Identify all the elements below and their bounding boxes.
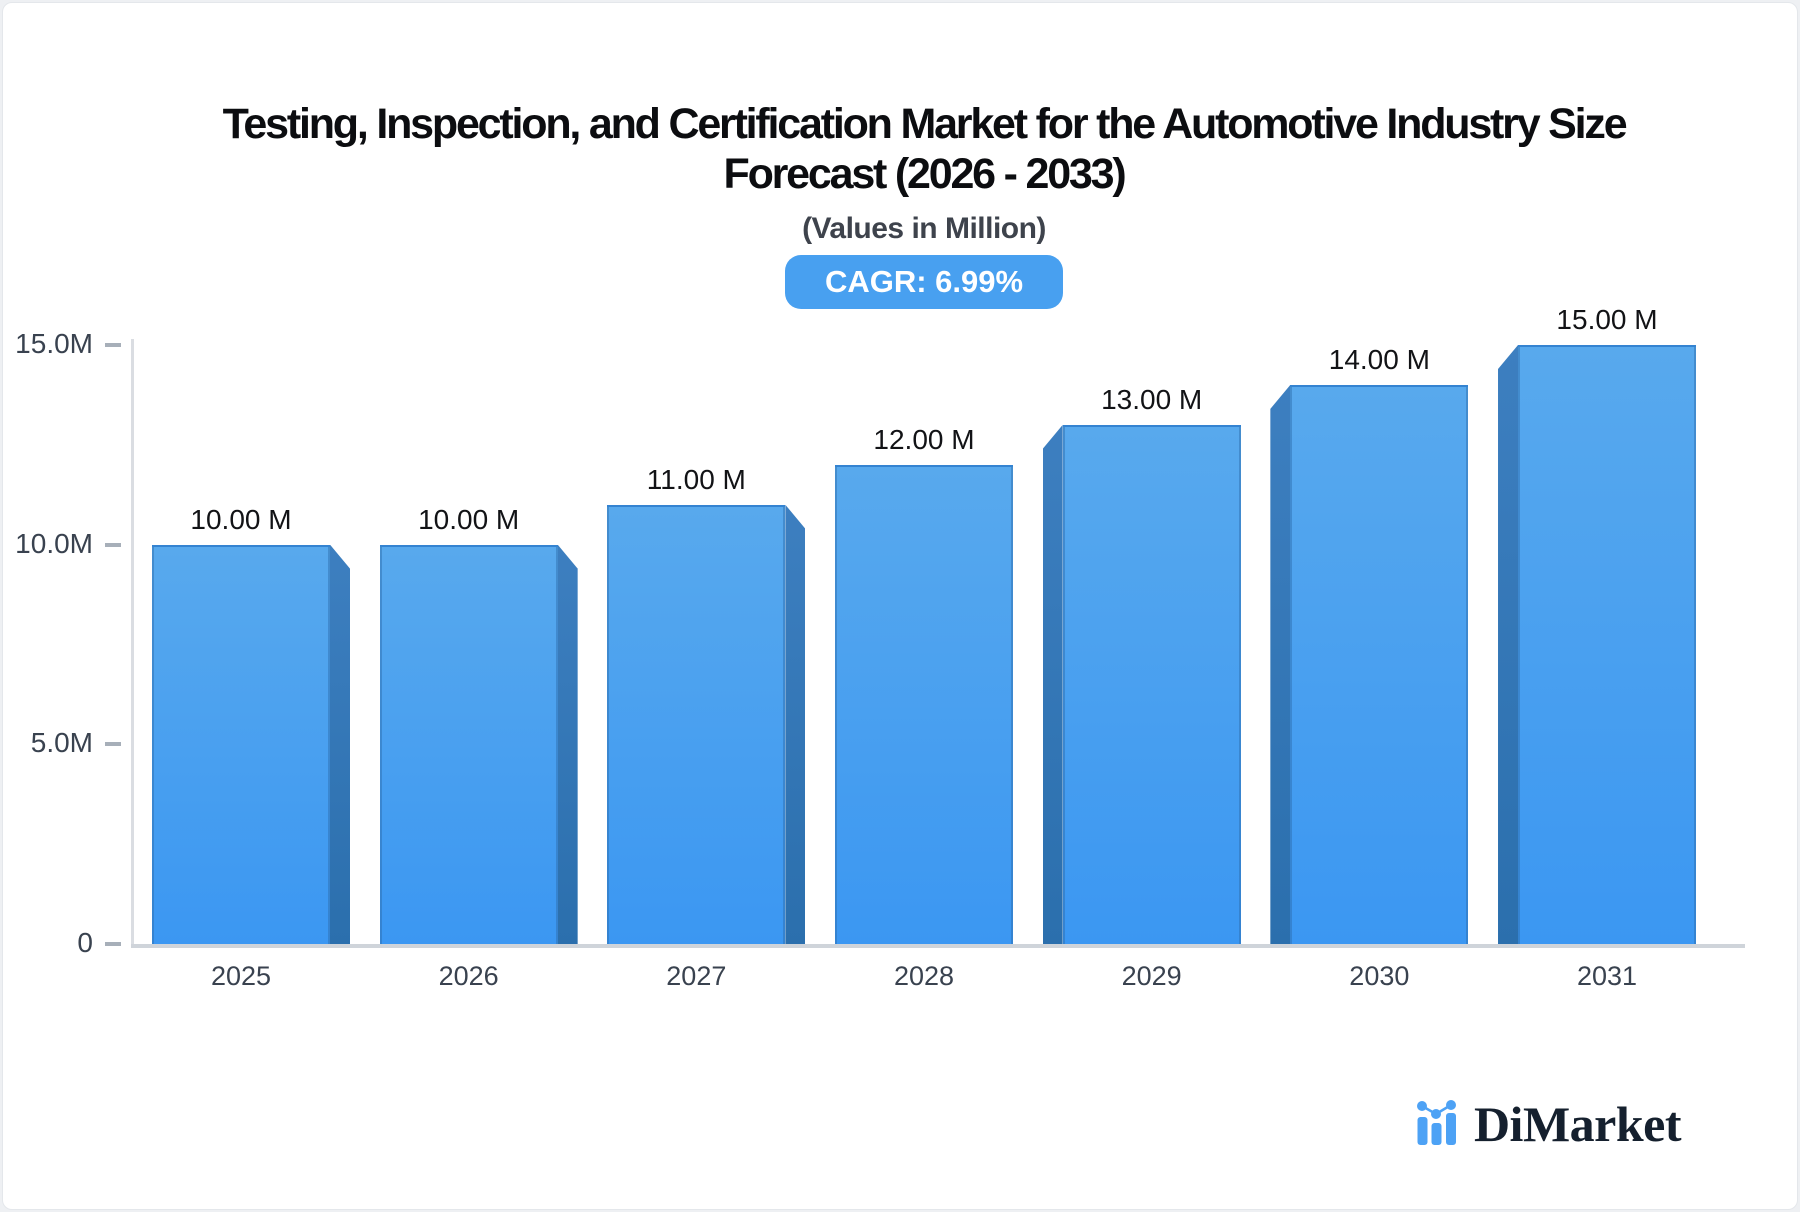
chart-title-line1: Testing, Inspection, and Certification M… [222,100,1628,148]
y-axis-tick [105,942,121,946]
brand-name: DiMarket [1473,1096,1682,1152]
y-axis-label: 5.0M [30,727,93,759]
bar-chart: 15.0M 10.0M 5.0M 0 10.00 M 2025 10.00 M 2026 11.… [3,3,1797,1209]
bar-chart-logo-icon [1416,1097,1462,1150]
bar-2026 [379,544,558,944]
y-axis-tick [105,742,121,747]
bar-2030 [1290,384,1469,944]
bar-value-label: 10.00 M [190,503,292,535]
bar-3d-side [557,544,578,944]
bar-value-label: 12.00 M [873,423,975,455]
bar-value-label: 13.00 M [1101,383,1203,415]
bar-value-label: 15.00 M [1556,304,1658,335]
bar-3d-side [1270,384,1291,944]
x-axis-label-2031: 2031 [1576,961,1638,991]
y-axis-tick [105,343,121,347]
x-axis-label-2030: 2030 [1349,961,1410,991]
y-axis-tick [105,542,121,547]
y-axis-label: 10.0M [15,527,93,559]
bar-3d-side [785,504,806,944]
bar-2025 [152,544,330,944]
chart-subtitle: (Values in Million) [802,212,1046,245]
bar-value-label: 10.00 M [418,503,520,535]
x-axis-line [131,944,1745,948]
brand-logo: DiMarket [1416,1096,1682,1152]
bar-3d-side [1042,424,1063,944]
y-axis-line [131,339,134,948]
x-axis-label-2025: 2025 [210,961,272,991]
chart-header: Testing, Inspection, and Certification M… [51,99,1797,309]
bar-3d-side [330,544,350,944]
bar-2029 [1062,424,1241,944]
bar-2027 [607,504,786,944]
bar-3d-side [1498,345,1519,944]
y-axis-label: 0 [77,927,93,958]
x-axis-label-2027: 2027 [666,961,727,991]
x-axis-label-2028: 2028 [893,961,955,991]
bar-2028 [835,464,1013,944]
chart-title-line2: Forecast (2026 - 2033) [723,150,1127,198]
x-axis-label-2029: 2029 [1121,961,1182,991]
x-axis-label-2026: 2026 [438,961,499,991]
bar-value-label: 14.00 M [1328,343,1430,375]
cagr-badge: CAGR: 6.99% [784,255,1064,309]
y-axis-label: 15.0M [15,328,93,359]
bar-value-label: 11.00 M [646,463,746,495]
bar-2031 [1518,345,1697,944]
